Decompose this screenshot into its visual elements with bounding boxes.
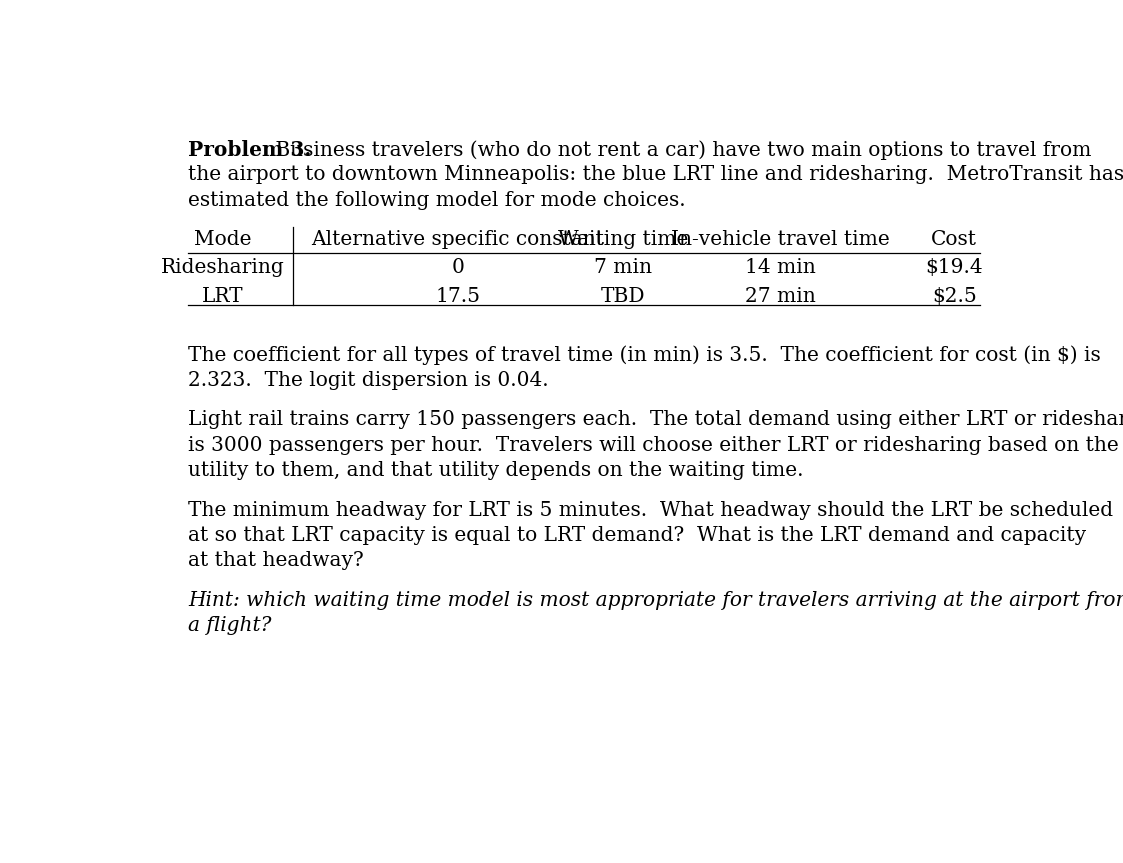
- Text: Mode: Mode: [194, 230, 252, 249]
- Text: utility to them, and that utility depends on the waiting time.: utility to them, and that utility depend…: [189, 461, 804, 480]
- Text: at that headway?: at that headway?: [189, 551, 364, 570]
- Text: Ridesharing: Ridesharing: [162, 258, 285, 277]
- Text: 2.323.  The logit dispersion is 0.04.: 2.323. The logit dispersion is 0.04.: [189, 370, 549, 389]
- Text: 17.5: 17.5: [436, 287, 481, 306]
- Text: The minimum headway for LRT is 5 minutes.  What headway should the LRT be schedu: The minimum headway for LRT is 5 minutes…: [189, 501, 1113, 520]
- Text: Alternative specific constant: Alternative specific constant: [311, 230, 604, 249]
- Text: Business travelers (who do not rent a car) have two main options to travel from: Business travelers (who do not rent a ca…: [270, 140, 1092, 160]
- Text: The coefficient for all types of travel time (in min) is 3.5.  The coefficient f: The coefficient for all types of travel …: [189, 345, 1101, 365]
- Text: Cost: Cost: [931, 230, 977, 249]
- Text: Problem 3.: Problem 3.: [189, 140, 311, 161]
- Text: is 3000 passengers per hour.  Travelers will choose either LRT or ridesharing ba: is 3000 passengers per hour. Travelers w…: [189, 436, 1119, 455]
- Text: a flight?: a flight?: [189, 616, 272, 635]
- Text: the airport to downtown Minneapolis: the blue LRT line and ridesharing.  MetroTr: the airport to downtown Minneapolis: the…: [189, 166, 1123, 185]
- Text: Light rail trains carry 150 passengers each.  The total demand using either LRT : Light rail trains carry 150 passengers e…: [189, 411, 1123, 430]
- Text: $19.4: $19.4: [925, 258, 983, 277]
- Text: Hint: which waiting time model is most appropriate for travelers arriving at the: Hint: which waiting time model is most a…: [189, 591, 1123, 610]
- Text: 27 min: 27 min: [745, 287, 815, 306]
- Text: TBD: TBD: [601, 287, 646, 306]
- Text: In-vehicle travel time: In-vehicle travel time: [670, 230, 889, 249]
- Text: Waiting time: Waiting time: [558, 230, 688, 249]
- Text: LRT: LRT: [202, 287, 244, 306]
- Text: $2.5: $2.5: [932, 287, 977, 306]
- Text: at so that LRT capacity is equal to LRT demand?  What is the LRT demand and capa: at so that LRT capacity is equal to LRT …: [189, 526, 1086, 545]
- Text: estimated the following model for mode choices.: estimated the following model for mode c…: [189, 191, 686, 210]
- Text: 0: 0: [451, 258, 465, 277]
- Text: 14 min: 14 min: [745, 258, 815, 277]
- Text: 7 min: 7 min: [594, 258, 652, 277]
